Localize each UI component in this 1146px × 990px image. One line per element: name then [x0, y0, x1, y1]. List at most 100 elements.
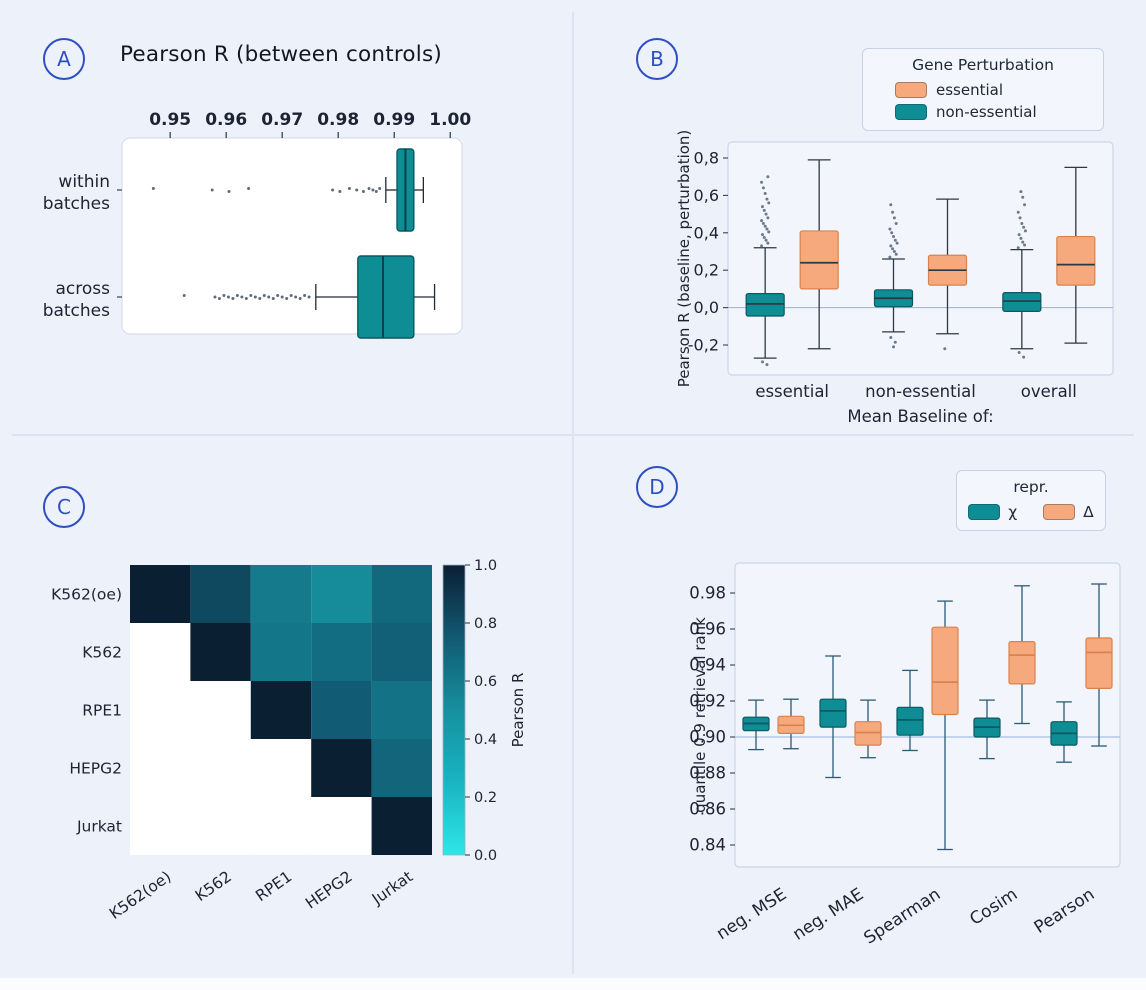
- panel-a-chart: 0.95 0.96 0.97 0.98 0.99 1.00 within batches acr…: [43, 110, 471, 339]
- x-tick-label: 0.96: [205, 110, 247, 130]
- outlier-dot: [1020, 221, 1024, 225]
- non-essential-swatch: [895, 104, 927, 120]
- column-label: RPE1: [252, 868, 295, 906]
- outlier-dot: [235, 294, 239, 297]
- outlier-dot: [1017, 350, 1021, 354]
- outlier-dot: [213, 295, 217, 299]
- outlier-dot: [893, 238, 897, 242]
- box: [1002, 292, 1042, 312]
- outlier-dot: [222, 294, 226, 297]
- outlier-dot: [893, 340, 897, 344]
- outlier-dot: [253, 295, 257, 299]
- legend-label: Δ: [1083, 503, 1094, 521]
- plot-area: [734, 562, 1121, 868]
- outlier-dot: [888, 255, 892, 259]
- x-category-label: neg. MSE: [713, 884, 790, 944]
- x-tick-label: 0.98: [317, 110, 359, 130]
- heatmap-cell: [190, 623, 251, 681]
- outlier-dot: [1023, 203, 1027, 207]
- legend-title: repr.: [1013, 478, 1049, 496]
- panel-c-letter: C: [57, 495, 71, 519]
- vertical-divider: [572, 12, 574, 974]
- outlier-dot: [338, 190, 342, 193]
- outlier-dot: [285, 297, 289, 300]
- heatmap-cell: [190, 681, 251, 739]
- horizontal-divider: [12, 434, 1134, 436]
- outlier-dot: [762, 235, 766, 239]
- y-axis-label: Pearson R (baseline, perturbation): [675, 130, 693, 388]
- essential-swatch: [895, 82, 927, 98]
- row-label: RPE1: [82, 702, 122, 720]
- outlier-dot: [767, 201, 771, 205]
- legend-label: χ: [1008, 503, 1018, 521]
- outlier-dot: [226, 295, 230, 299]
- outlier-dot: [760, 219, 764, 223]
- outlier-dot: [894, 252, 898, 256]
- outlier-dot: [378, 187, 382, 190]
- outlier-dot: [1017, 233, 1021, 237]
- colorbar: [442, 564, 466, 856]
- colorbar-tick-label: 0.0: [474, 848, 497, 864]
- row-label: Jurkat: [76, 818, 122, 836]
- outlier-dot: [764, 212, 768, 216]
- x-tick-label: 0.99: [373, 110, 415, 130]
- outlier-dot: [210, 188, 214, 192]
- heatmap-cell: [371, 565, 432, 623]
- y-tick-label: 0.96: [689, 620, 726, 639]
- box: [799, 230, 839, 290]
- outlier-dot: [355, 188, 359, 192]
- outlier-dot: [244, 297, 248, 300]
- outlier-dot: [280, 295, 284, 299]
- y-tick-label: -0,2: [688, 336, 719, 355]
- y-tick-label: 0,6: [694, 186, 719, 205]
- box: [854, 721, 882, 746]
- heatmap-cell: [311, 739, 372, 797]
- legend-label: essential: [936, 81, 1004, 99]
- panel-d-badge: D: [636, 466, 678, 508]
- panel-b-chart: 0,8 0,6 0,4 0,2 0,0 -0,2 essential non-essentia…: [675, 130, 1114, 426]
- heatmap-cell: [250, 739, 312, 797]
- outlier-dot: [763, 224, 767, 228]
- outlier-dot: [371, 188, 375, 192]
- outlier-dot: [1016, 246, 1020, 250]
- y-tick-label: 0.84: [689, 836, 726, 855]
- outlier-dot: [347, 187, 351, 190]
- outlier-dot: [943, 347, 947, 351]
- heatmap-cell: [371, 623, 432, 681]
- bottom-strip: [0, 978, 1146, 990]
- outlier-dot: [766, 241, 770, 245]
- outlier-dot: [262, 294, 266, 297]
- panel-d-letter: D: [649, 475, 665, 499]
- x-tick-label: 0.97: [261, 110, 303, 130]
- y-tick-label: 0,4: [694, 223, 719, 242]
- panel-b-legend: Gene Perturbation essential non-essentia…: [862, 48, 1104, 131]
- y-tick-label: 0.94: [689, 656, 726, 675]
- outlier-dot: [760, 244, 764, 248]
- outlier-dot: [892, 216, 896, 220]
- box: [745, 292, 785, 317]
- outlier-dot: [760, 205, 764, 209]
- legend-title: Gene Perturbation: [912, 56, 1054, 74]
- outlier-dot: [289, 294, 293, 297]
- outlier-dot: [151, 187, 155, 190]
- panel-b-badge: B: [636, 38, 678, 80]
- heatmap-cell: [311, 565, 372, 623]
- heatmap-cell: [130, 565, 191, 623]
- outlier-dot: [1021, 240, 1025, 244]
- outlier-dot: [892, 250, 896, 253]
- legend-item-non-essential: non-essential: [873, 101, 1093, 123]
- outlier-dot: [889, 244, 893, 248]
- y-tick-label: 0.92: [689, 692, 726, 711]
- x-category-label: Cosim: [966, 884, 1021, 929]
- outlier-dot: [1016, 210, 1020, 214]
- heatmap-cell: [130, 681, 191, 739]
- outlier-dot: [761, 221, 765, 225]
- x-category-label: Pearson: [1031, 884, 1099, 938]
- heatmap-cell: [250, 797, 312, 855]
- y-axis-label: quantile 0.9 retrieval rank: [691, 617, 709, 813]
- outlier-dot: [763, 192, 767, 196]
- colorbar-label: Pearson R: [509, 673, 527, 748]
- outlier-dot: [307, 295, 311, 299]
